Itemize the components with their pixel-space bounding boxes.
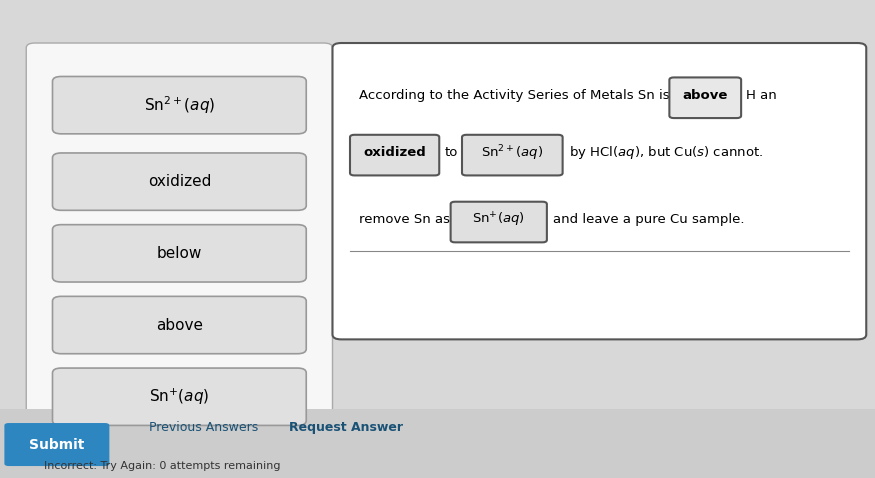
Text: Sn$^{2+}$$(aq)$: Sn$^{2+}$$(aq)$: [144, 94, 215, 116]
Text: Submit: Submit: [29, 437, 85, 452]
Text: above: above: [156, 317, 203, 333]
Bar: [0, 409, 875, 478]
Text: below: below: [157, 246, 202, 261]
Text: Request Answer: Request Answer: [289, 421, 402, 435]
Text: Incorrect: Try Again: 0 attempts remaining: Incorrect: Try Again: 0 attempts remaini…: [44, 461, 280, 471]
FancyBboxPatch shape: [52, 368, 306, 425]
FancyBboxPatch shape: [26, 43, 332, 445]
Text: Sn$^{+}$$(aq)$: Sn$^{+}$$(aq)$: [149, 387, 210, 407]
Text: Sn$^{+}$$(aq)$: Sn$^{+}$$(aq)$: [473, 211, 525, 229]
FancyBboxPatch shape: [52, 296, 306, 354]
Text: and leave a pure Cu sample.: and leave a pure Cu sample.: [553, 213, 745, 227]
Text: oxidized: oxidized: [363, 146, 426, 160]
Text: Previous Answers: Previous Answers: [149, 421, 258, 435]
Text: According to the Activity Series of Metals Sn is: According to the Activity Series of Meta…: [359, 89, 669, 102]
FancyBboxPatch shape: [52, 225, 306, 282]
FancyBboxPatch shape: [52, 153, 306, 210]
Text: oxidized: oxidized: [148, 174, 211, 189]
Text: remove Sn as: remove Sn as: [359, 213, 450, 227]
Text: H an: H an: [746, 89, 777, 102]
FancyBboxPatch shape: [350, 135, 439, 175]
Text: Sn$^{2+}$$(aq)$: Sn$^{2+}$$(aq)$: [480, 143, 543, 163]
Text: above: above: [682, 89, 728, 102]
FancyBboxPatch shape: [669, 77, 741, 118]
Text: by HCl$(aq)$, but Cu$(s)$ cannot.: by HCl$(aq)$, but Cu$(s)$ cannot.: [569, 144, 763, 162]
FancyBboxPatch shape: [4, 423, 109, 466]
FancyBboxPatch shape: [451, 202, 547, 242]
Text: to: to: [444, 146, 458, 160]
FancyBboxPatch shape: [52, 76, 306, 134]
FancyBboxPatch shape: [462, 135, 563, 175]
FancyBboxPatch shape: [332, 43, 866, 339]
